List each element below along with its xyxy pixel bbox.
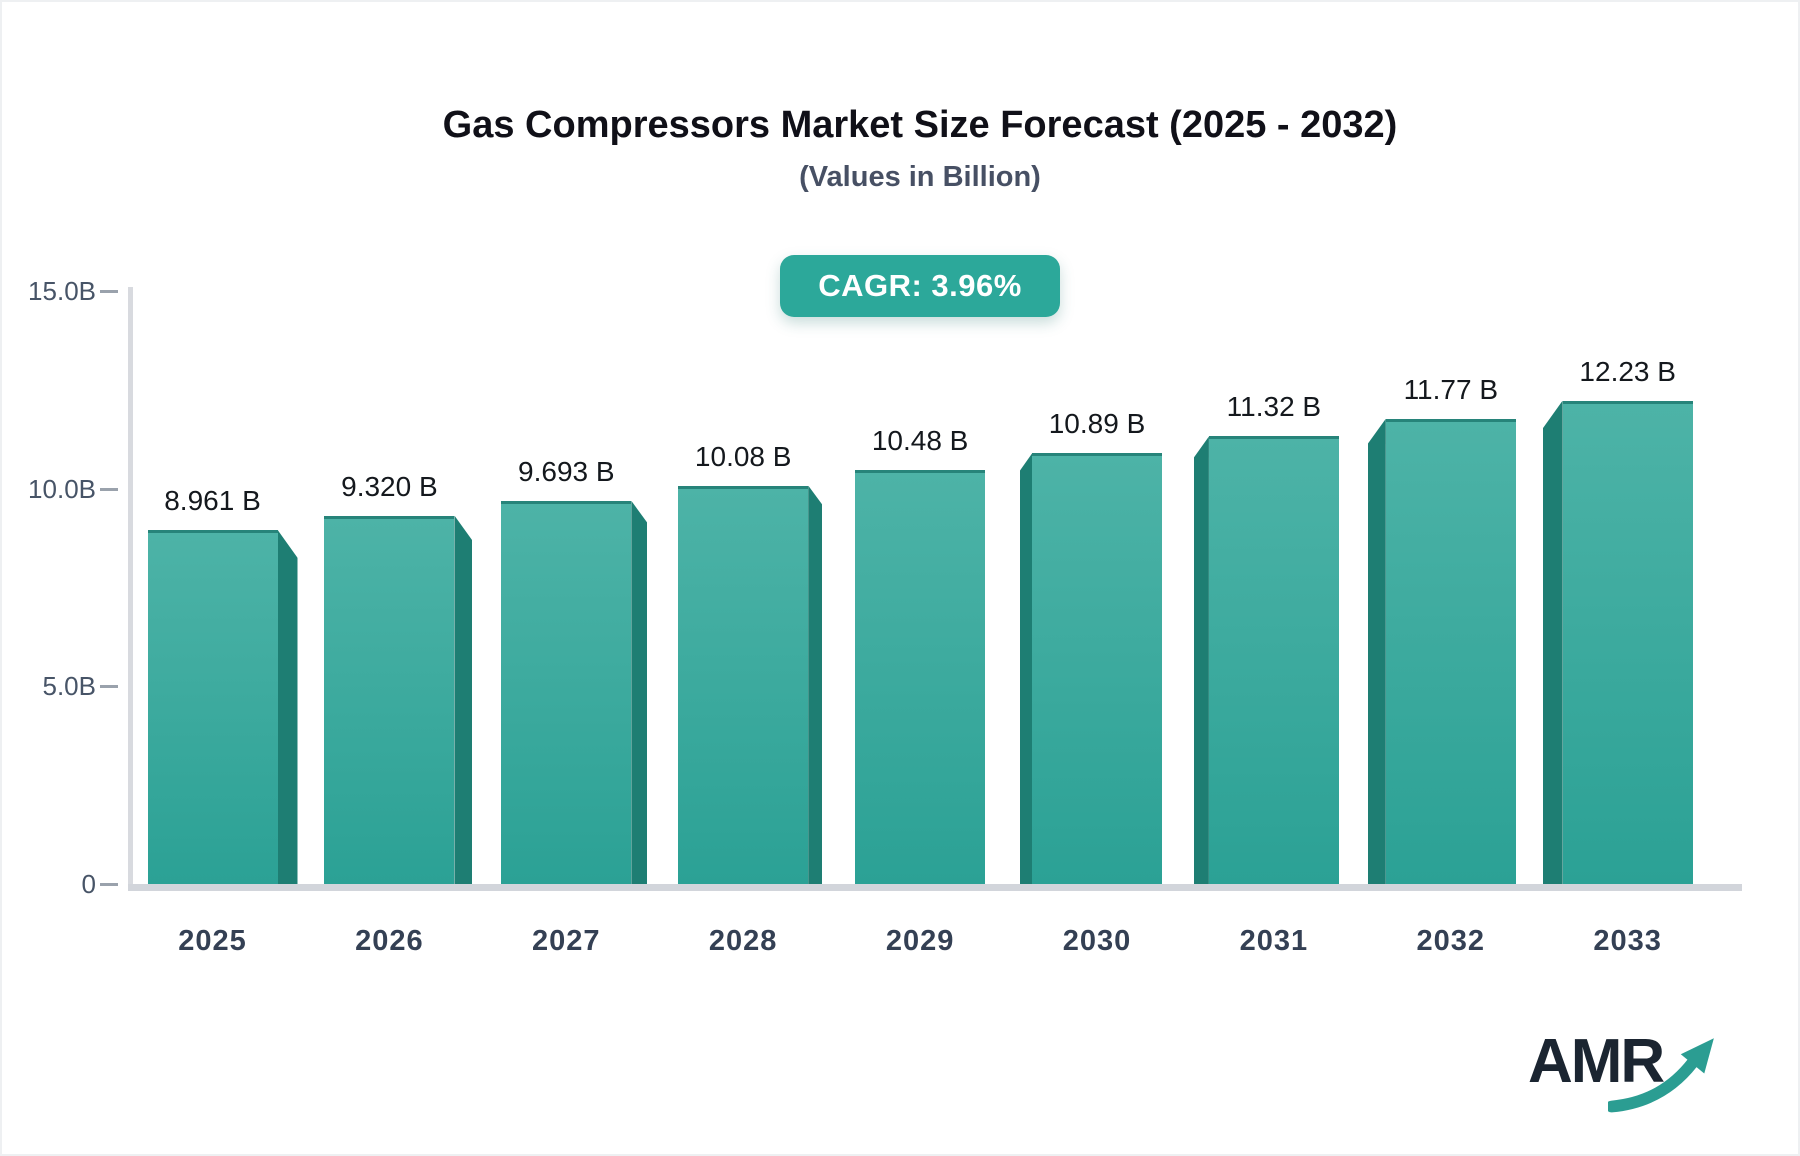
bar-year-label: 2028 <box>708 925 778 957</box>
bar-year-label: 2033 <box>1593 925 1662 957</box>
bar-face <box>1208 436 1339 884</box>
bar-year-label: 2031 <box>1239 925 1309 957</box>
bar-value-label: 10.08 B <box>694 440 792 472</box>
bar-face <box>501 500 632 884</box>
cagr-badge: CAGR: 3.96% <box>780 255 1060 317</box>
bar-year-label: 2030 <box>1062 925 1132 957</box>
bar-value-label: 11.77 B <box>1403 373 1499 405</box>
bar-value-label: 11.32 B <box>1226 391 1322 423</box>
y-axis-line <box>128 287 133 891</box>
chart-title: Gas Compressors Market Size Forecast (20… <box>442 104 1398 146</box>
bar-year-label: 2027 <box>532 925 601 957</box>
bar-side <box>808 485 823 884</box>
bar-year-label: 2026 <box>355 925 424 957</box>
bar-face <box>855 469 986 884</box>
chart-header: Gas Compressors Market Size Forecast (20… <box>40 0 1800 194</box>
bar-face <box>147 529 278 884</box>
bar-year-label: 2029 <box>885 925 955 957</box>
bar-side <box>1020 453 1032 884</box>
bar-side <box>631 500 648 884</box>
bar-value-label: 9.693 B <box>518 455 615 487</box>
bar-year-label: 2025 <box>178 925 247 957</box>
cagr-badge-wrap: CAGR: 3.96% <box>40 255 1800 317</box>
y-tick-dash <box>100 685 118 689</box>
amr-logo-text: AMR <box>1528 1027 1665 1096</box>
y-tick-dash <box>100 487 118 491</box>
growth-arrow-icon <box>1608 1038 1714 1113</box>
bar-value-label: 10.48 B <box>871 424 969 456</box>
bar-face <box>1385 418 1516 884</box>
bar-value-label: 10.89 B <box>1048 408 1146 440</box>
bar-face <box>678 485 809 884</box>
x-axis-line <box>128 884 1742 891</box>
y-tick-label: 0 <box>81 869 96 899</box>
bar-side <box>277 529 298 884</box>
bar-value-label: 9.320 B <box>341 470 438 502</box>
y-tick-dash <box>100 883 118 886</box>
y-tick-label: 5.0B <box>42 671 97 702</box>
chart-subtitle: (Values in Billion) <box>799 161 1041 193</box>
bar-side <box>1193 436 1209 884</box>
bar-value-label: 8.961 B <box>164 484 261 516</box>
bar-face <box>1562 400 1693 884</box>
y-tick-label: 10.0B <box>28 473 96 504</box>
y-tick-label: 15.0B <box>28 276 96 306</box>
y-tick-dash <box>100 290 118 293</box>
bar-face <box>324 515 455 884</box>
bar-side <box>1542 400 1563 884</box>
bar-side <box>454 515 473 884</box>
bar-value-label: 12.23 B <box>1579 355 1676 387</box>
bar-year-label: 2032 <box>1416 925 1486 957</box>
bar-side <box>1367 418 1386 884</box>
bar-face <box>1032 453 1162 884</box>
amr-logo: AMR <box>1528 1026 1748 1126</box>
